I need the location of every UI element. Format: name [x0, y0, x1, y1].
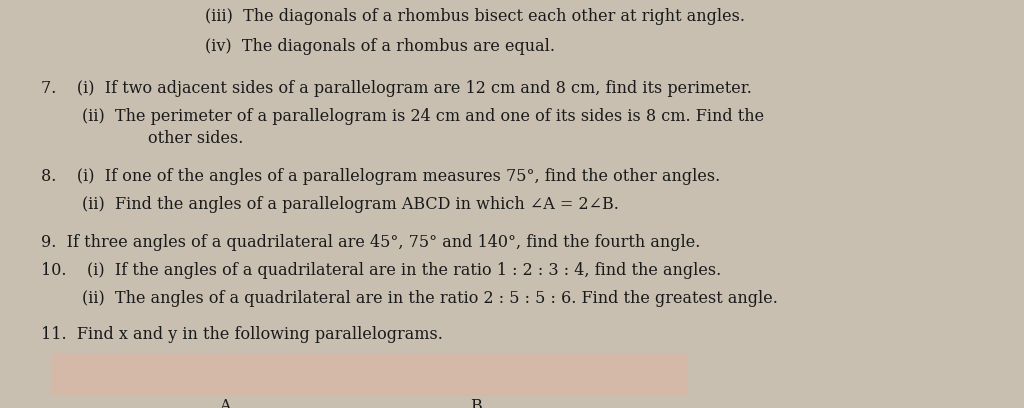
Bar — [51, 354, 686, 394]
Text: (ii)  The perimeter of a parallelogram is 24 cm and one of its sides is 8 cm. Fi: (ii) The perimeter of a parallelogram is… — [82, 108, 764, 125]
Text: 10.    (i)  If the angles of a quadrilateral are in the ratio 1 : 2 : 3 : 4, fin: 10. (i) If the angles of a quadrilateral… — [41, 262, 721, 279]
Text: other sides.: other sides. — [148, 130, 244, 147]
Text: 8.    (i)  If one of the angles of a parallelogram measures 75°, find the other : 8. (i) If one of the angles of a paralle… — [41, 168, 720, 185]
Text: B: B — [470, 398, 482, 408]
Text: (ii)  Find the angles of a parallelogram ABCD in which ∠A = 2∠B.: (ii) Find the angles of a parallelogram … — [82, 196, 618, 213]
Text: 7.    (i)  If two adjacent sides of a parallelogram are 12 cm and 8 cm, find its: 7. (i) If two adjacent sides of a parall… — [41, 80, 752, 97]
Text: A: A — [219, 398, 231, 408]
Text: 11.  Find x and y in the following parallelograms.: 11. Find x and y in the following parall… — [41, 326, 442, 343]
Text: (ii)  The angles of a quadrilateral are in the ratio 2 : 5 : 5 : 6. Find the gre: (ii) The angles of a quadrilateral are i… — [82, 290, 778, 307]
Text: (iv)  The diagonals of a rhombus are equal.: (iv) The diagonals of a rhombus are equa… — [205, 38, 555, 55]
Text: 9.  If three angles of a quadrilateral are 45°, 75° and 140°, find the fourth an: 9. If three angles of a quadrilateral ar… — [41, 234, 700, 251]
Text: (iii)  The diagonals of a rhombus bisect each other at right angles.: (iii) The diagonals of a rhombus bisect … — [205, 8, 744, 25]
